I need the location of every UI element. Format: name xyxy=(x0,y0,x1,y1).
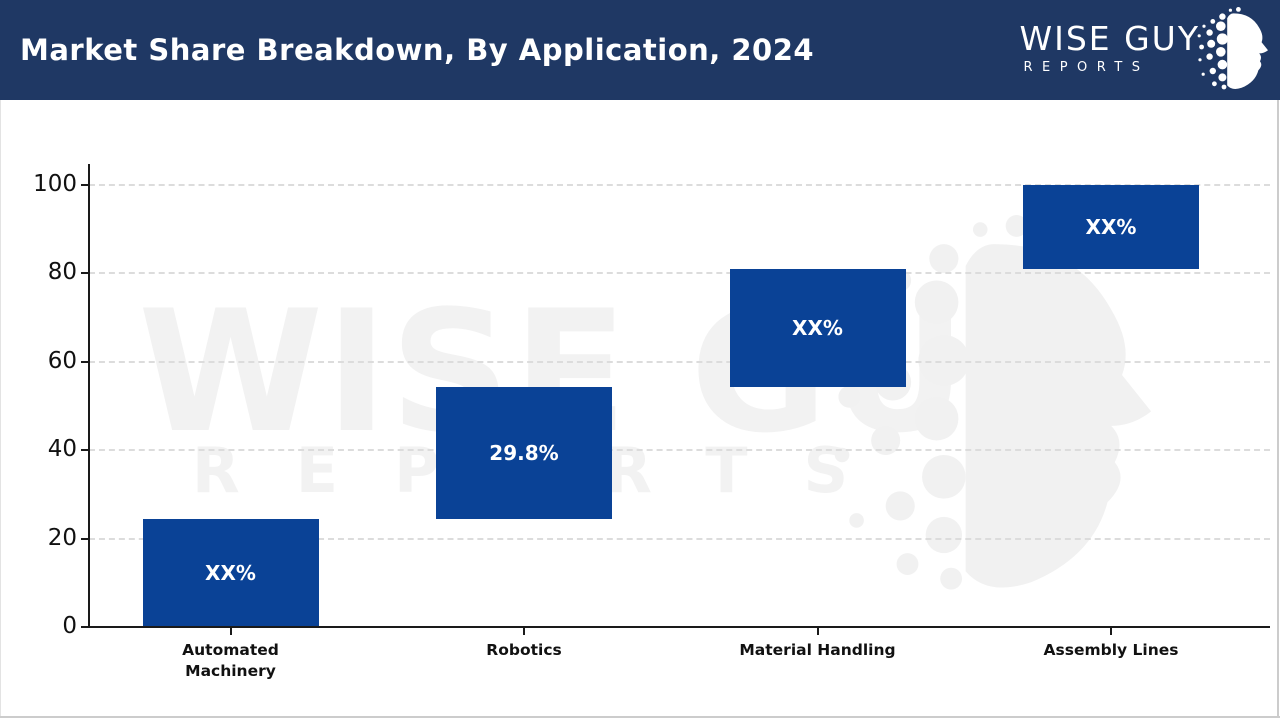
x-axis-category-label: Robotics xyxy=(486,641,562,659)
y-axis-tick-label: 100 xyxy=(33,171,77,197)
y-axis-tick-mark xyxy=(81,626,89,628)
bar-value-label: XX% xyxy=(1085,214,1137,239)
x-axis-tick-mark xyxy=(229,628,232,635)
page-title: Market Share Breakdown, By Application, … xyxy=(20,33,815,67)
x-axis-tick-mark xyxy=(1110,628,1112,635)
y-axis-tick-mark xyxy=(81,449,89,452)
bar-value-label: XX% xyxy=(205,561,256,586)
y-gridline xyxy=(89,360,1270,363)
y-gridline xyxy=(89,449,1270,452)
left-border-line xyxy=(0,100,1,718)
logo-subtitle: REPORTS xyxy=(1023,59,1150,75)
logo-text: WISE GUY REPORTS xyxy=(1019,19,1200,75)
x-axis-line xyxy=(89,626,1270,628)
logo-wordmark: WISE GUY xyxy=(1019,19,1200,58)
y-axis-tick-mark xyxy=(81,272,89,275)
y-axis-tick-mark xyxy=(81,537,89,540)
y-axis-tick-mark xyxy=(81,184,89,186)
bar-robotics: 29.8% xyxy=(436,387,612,520)
y-axis-tick-label: 20 xyxy=(47,524,77,551)
bar-material-handling: XX% xyxy=(729,268,906,388)
y-axis-line xyxy=(88,164,90,628)
y-gridline xyxy=(89,272,1270,275)
x-axis-category-label: Material Handling xyxy=(739,641,896,659)
y-axis-tick-label: 0 xyxy=(62,613,77,639)
y-axis-tick-label: 60 xyxy=(47,347,77,374)
bar-value-label: XX% xyxy=(792,316,843,341)
x-axis-category-label: Automated Machinery xyxy=(182,641,279,680)
x-axis-category-label: Assembly Lines xyxy=(1043,641,1179,659)
header-banner: Market Share Breakdown, By Application, … xyxy=(0,0,1280,100)
dotted-head-icon xyxy=(1197,7,1268,90)
bar-assembly-lines: XX% xyxy=(1023,185,1199,269)
y-axis-tick-mark xyxy=(81,360,89,363)
x-axis-tick-mark xyxy=(816,628,819,635)
y-gridline xyxy=(89,537,1270,540)
wise-guy-reports-logo: WISE GUY REPORTS xyxy=(1012,0,1272,100)
bar-automated-machinery: XX% xyxy=(142,519,319,627)
y-axis-tick-label: 80 xyxy=(47,259,77,286)
bar-value-label: 29.8% xyxy=(489,441,559,466)
x-axis-tick-mark xyxy=(523,628,525,635)
y-gridline xyxy=(89,184,1270,186)
bottom-border-line xyxy=(0,716,1280,718)
right-border-line xyxy=(1277,100,1279,718)
y-axis-tick-label: 40 xyxy=(47,436,77,463)
